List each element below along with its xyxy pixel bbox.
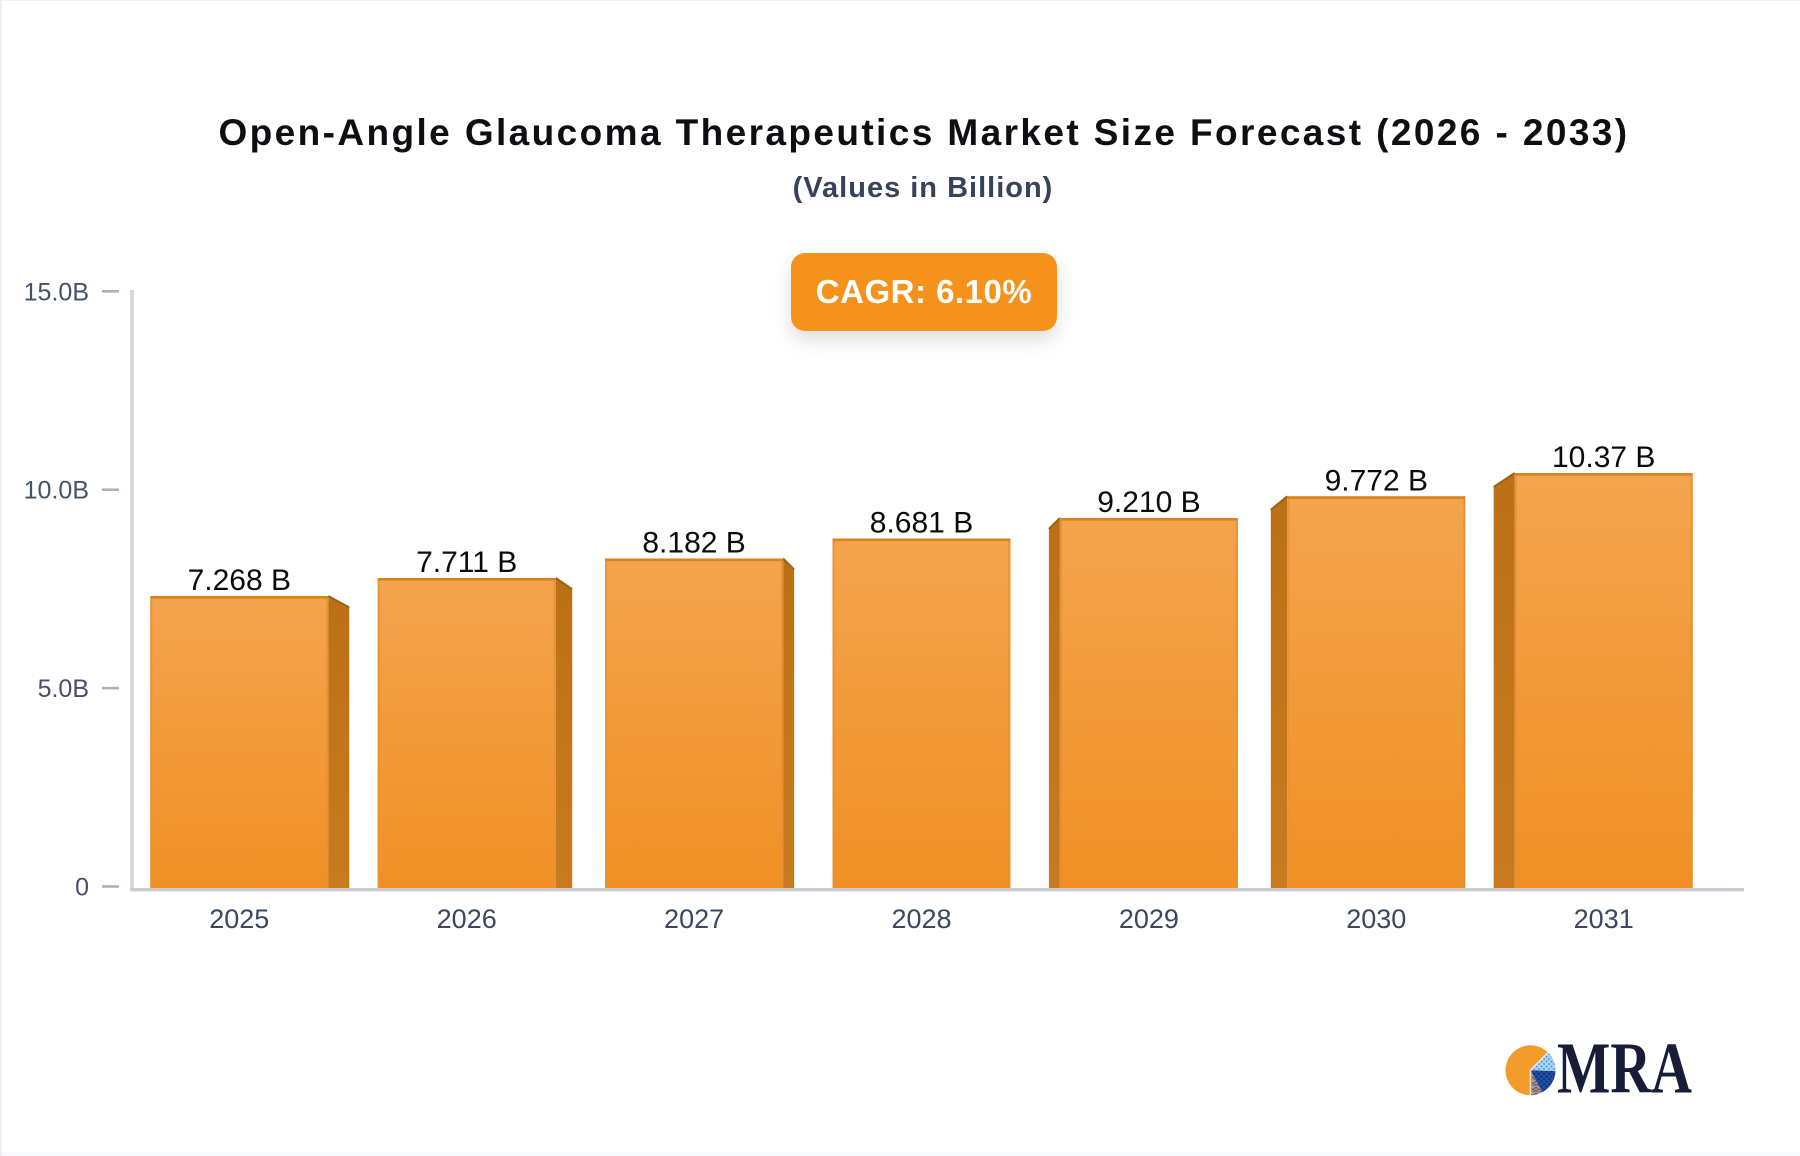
svg-text:0: 0 [75, 874, 89, 902]
svg-text:2030: 2030 [1346, 904, 1406, 934]
svg-text:15.0B: 15.0B [24, 278, 89, 306]
svg-text:(Values in Billion): (Values in Billion) [793, 172, 1054, 204]
svg-text:10.0B: 10.0B [24, 477, 89, 505]
svg-text:2026: 2026 [437, 904, 497, 934]
svg-text:8.681 B: 8.681 B [870, 507, 973, 540]
svg-text:7.268 B: 7.268 B [188, 564, 291, 597]
svg-text:2028: 2028 [891, 904, 951, 934]
svg-text:5.0B: 5.0B [38, 675, 89, 703]
svg-text:9.772 B: 9.772 B [1325, 464, 1428, 497]
svg-text:2029: 2029 [1119, 904, 1179, 934]
svg-text:MRA: MRA [1557, 1028, 1692, 1109]
svg-text:2027: 2027 [664, 904, 724, 934]
svg-text:7.711 B: 7.711 B [416, 546, 517, 579]
svg-text:10.37 B: 10.37 B [1552, 441, 1655, 474]
svg-text:CAGR: 6.10%: CAGR: 6.10% [816, 273, 1032, 310]
svg-text:9.210 B: 9.210 B [1097, 486, 1200, 519]
svg-text:Open-Angle Glaucoma Therapeuti: Open-Angle Glaucoma Therapeutics Market … [218, 112, 1629, 153]
svg-text:2031: 2031 [1574, 904, 1634, 934]
svg-text:2025: 2025 [209, 904, 269, 934]
svg-text:8.182 B: 8.182 B [642, 527, 745, 560]
